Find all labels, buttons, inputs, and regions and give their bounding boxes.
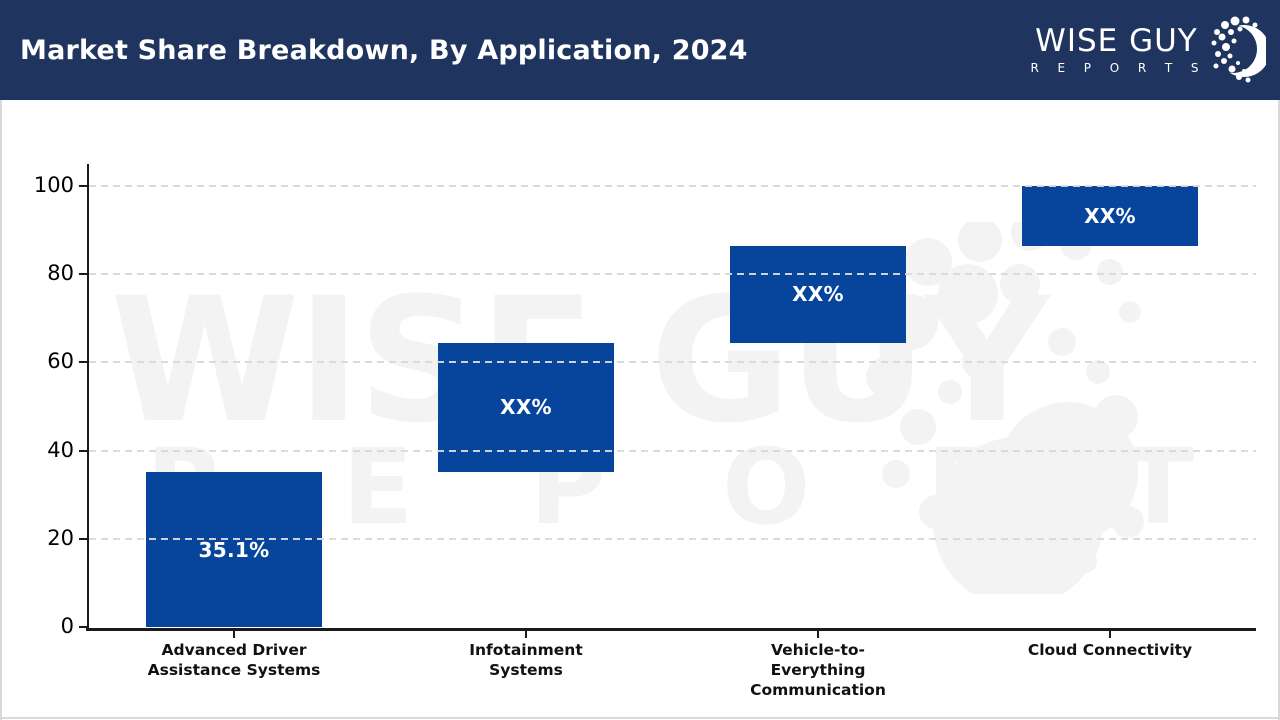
gridline-20 bbox=[89, 537, 1256, 540]
wiseguy-logo-text: WISE GUY R E P O R T S bbox=[1027, 23, 1206, 75]
gridline-100 bbox=[89, 185, 1256, 187]
bar-segment: 35.1% bbox=[146, 472, 322, 627]
x-tick-mark bbox=[1109, 631, 1111, 638]
category-label: Infotainment Systems bbox=[469, 641, 583, 679]
y-tick-label-20: 20 bbox=[47, 525, 74, 550]
y-tick-mark-20 bbox=[79, 537, 87, 540]
y-tick-mark-60 bbox=[79, 361, 87, 364]
y-axis-line bbox=[87, 164, 89, 631]
watermark-head-icon bbox=[866, 222, 1144, 594]
y-tick-label-60: 60 bbox=[47, 349, 74, 374]
bar-segment: XX% bbox=[730, 245, 906, 343]
category-label: Vehicle-to- Everything Communication bbox=[750, 641, 886, 699]
frame-border-left bbox=[0, 100, 2, 720]
x-tick-mark bbox=[525, 631, 527, 638]
logo-wordmark: WISE GUY bbox=[1035, 23, 1198, 59]
frame-border-right bbox=[1278, 100, 1280, 720]
y-tick-label-80: 80 bbox=[47, 261, 74, 286]
y-tick-mark-40 bbox=[79, 449, 87, 452]
bar-value-label: XX% bbox=[500, 395, 552, 420]
gridline-60 bbox=[89, 361, 1256, 364]
bar-value-label: XX% bbox=[792, 282, 844, 307]
gridline-40 bbox=[89, 449, 1256, 452]
x-axis-line bbox=[86, 628, 1256, 631]
bar-segment: XX% bbox=[1022, 186, 1198, 246]
x-tick-mark bbox=[817, 631, 819, 638]
y-tick-mark-100 bbox=[79, 185, 87, 187]
page-title: Market Share Breakdown, By Application, … bbox=[20, 34, 748, 66]
bar-value-label: XX% bbox=[1084, 203, 1136, 228]
wiseguy-head-icon bbox=[1209, 16, 1266, 83]
wiseguy-logo: WISE GUY R E P O R T S bbox=[1027, 13, 1280, 87]
y-tick-label-0: 0 bbox=[60, 614, 74, 638]
gridline-80 bbox=[89, 273, 1256, 276]
header-bar: Market Share Breakdown, By Application, … bbox=[0, 0, 1280, 100]
category-label: Cloud Connectivity bbox=[1027, 641, 1193, 659]
category-label: Advanced Driver Assistance Systems bbox=[147, 641, 321, 679]
y-tick-label-40: 40 bbox=[47, 437, 74, 462]
y-tick-mark-0 bbox=[79, 626, 87, 628]
logo-subtitle: R E P O R T S bbox=[1030, 61, 1206, 75]
frame-border-bottom bbox=[0, 717, 1280, 719]
bar-value-label: 35.1% bbox=[198, 537, 270, 562]
x-tick-mark bbox=[233, 631, 235, 638]
y-tick-label-100: 100 bbox=[33, 173, 74, 197]
y-tick-mark-80 bbox=[79, 273, 87, 276]
